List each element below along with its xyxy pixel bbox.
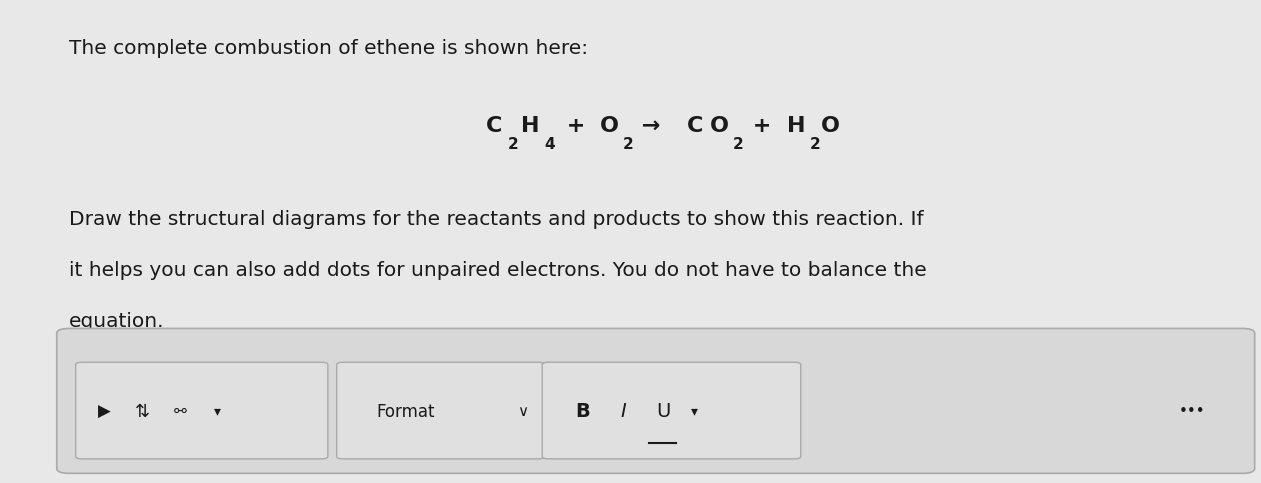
- Text: →: →: [634, 115, 668, 136]
- Text: 2: 2: [810, 137, 821, 153]
- Text: Format: Format: [377, 402, 435, 421]
- FancyBboxPatch shape: [57, 328, 1255, 473]
- Text: it helps you can also add dots for unpaired electrons. You do not have to balanc: it helps you can also add dots for unpai…: [69, 261, 927, 280]
- FancyBboxPatch shape: [337, 362, 545, 459]
- Text: ▶: ▶: [98, 402, 111, 421]
- FancyBboxPatch shape: [542, 362, 801, 459]
- Text: The complete combustion of ethene is shown here:: The complete combustion of ethene is sho…: [69, 39, 589, 57]
- Text: 2: 2: [623, 137, 634, 153]
- Text: 4: 4: [545, 137, 555, 153]
- Text: H: H: [521, 115, 540, 136]
- Text: B: B: [575, 402, 590, 421]
- Text: Draw the structural diagrams for the reactants and products to show this reactio: Draw the structural diagrams for the rea…: [69, 210, 924, 229]
- Text: ⇅: ⇅: [135, 402, 150, 421]
- Text: H: H: [787, 115, 806, 136]
- Text: C: C: [687, 115, 704, 136]
- Text: ▾: ▾: [691, 405, 699, 418]
- Text: ⚯: ⚯: [174, 404, 187, 419]
- Text: •••: •••: [1178, 404, 1206, 419]
- Text: U: U: [656, 402, 671, 421]
- FancyBboxPatch shape: [76, 362, 328, 459]
- Text: O: O: [821, 115, 840, 136]
- Text: +: +: [559, 115, 593, 136]
- Text: 2: 2: [733, 137, 744, 153]
- Text: 2: 2: [508, 137, 520, 153]
- Text: ▾: ▾: [214, 405, 222, 418]
- Text: equation.: equation.: [69, 312, 165, 330]
- Text: +: +: [745, 115, 779, 136]
- Text: O: O: [600, 115, 619, 136]
- Text: ∨: ∨: [517, 404, 528, 419]
- Text: I: I: [620, 402, 625, 421]
- Text: C: C: [485, 115, 502, 136]
- Text: O: O: [710, 115, 729, 136]
